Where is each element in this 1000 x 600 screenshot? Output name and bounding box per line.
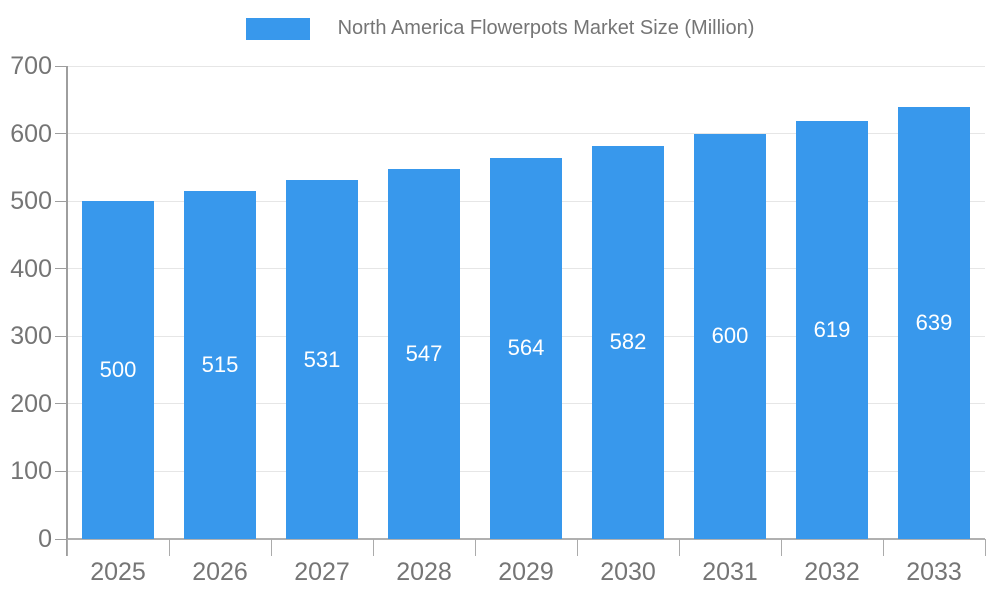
bar[interactable] [592, 145, 664, 539]
x-axis-tick-label: 2028 [396, 558, 452, 586]
bar-value-label: 500 [99, 357, 137, 383]
x-axis-tick [679, 539, 680, 556]
y-axis-tick [55, 200, 67, 202]
bar-value-label: 600 [711, 323, 749, 349]
bar-value-label: 515 [201, 352, 239, 377]
legend[interactable]: North America Flowerpots Market Size (Mi… [0, 17, 1000, 40]
x-axis-tick [985, 539, 986, 556]
y-axis-line [66, 66, 68, 556]
legend-label: North America Flowerpots Market Size (Mi… [337, 17, 755, 39]
legend-swatch-icon [245, 17, 310, 40]
x-axis-tick-label: 2025 [90, 558, 146, 586]
y-axis-tick-label: 300 [10, 322, 52, 351]
x-axis-tick [883, 539, 884, 556]
y-axis-tick [55, 65, 67, 67]
x-axis-line [67, 538, 985, 540]
y-axis-tick-label: 600 [10, 119, 52, 148]
bar-value-label: 547 [405, 341, 443, 367]
bar[interactable] [898, 107, 970, 539]
x-axis-tick [169, 539, 170, 556]
x-axis-tick [373, 539, 374, 556]
bar[interactable] [184, 191, 256, 539]
bar-value-label: 639 [915, 310, 953, 336]
bar[interactable] [490, 157, 562, 539]
y-axis-tick-label: 200 [10, 389, 52, 418]
x-axis-tick [577, 539, 578, 556]
bar-value-label: 564 [507, 335, 545, 361]
bar[interactable] [82, 201, 154, 539]
bar[interactable] [694, 133, 766, 539]
y-axis-tick [55, 403, 67, 405]
y-axis-tick-label: 500 [10, 187, 52, 216]
bar[interactable] [388, 169, 460, 539]
y-axis-tick [55, 133, 67, 135]
y-axis-tick [55, 268, 67, 270]
y-axis-tick-label: 100 [10, 457, 52, 486]
x-axis-tick-label: 2026 [192, 558, 248, 586]
y-axis-tick-label: 400 [10, 254, 52, 283]
x-axis-tick-label: 2031 [702, 558, 758, 586]
bar-value-label: 582 [609, 329, 647, 355]
y-axis-tick-label: 700 [10, 52, 52, 80]
y-axis-tick [55, 538, 67, 540]
x-axis-tick-label: 2030 [600, 558, 656, 586]
x-axis-tick [781, 539, 782, 556]
x-axis-tick-label: 2027 [294, 558, 350, 586]
gridline [67, 65, 985, 67]
bar-value-label: 619 [813, 316, 851, 342]
bar[interactable] [286, 180, 358, 539]
y-axis-tick-label: 0 [38, 525, 52, 553]
x-axis-tick [67, 539, 68, 556]
x-axis-tick [475, 539, 476, 556]
x-axis-tick-label: 2032 [804, 558, 860, 586]
bar[interactable] [796, 120, 868, 539]
x-axis-tick-label: 2029 [498, 558, 554, 586]
bar-value-label: 531 [303, 346, 341, 372]
gridline [67, 133, 985, 135]
y-axis-tick [55, 470, 67, 472]
x-axis-tick-label: 2033 [906, 558, 962, 586]
x-axis-tick [271, 539, 272, 556]
y-axis-tick [55, 335, 67, 337]
